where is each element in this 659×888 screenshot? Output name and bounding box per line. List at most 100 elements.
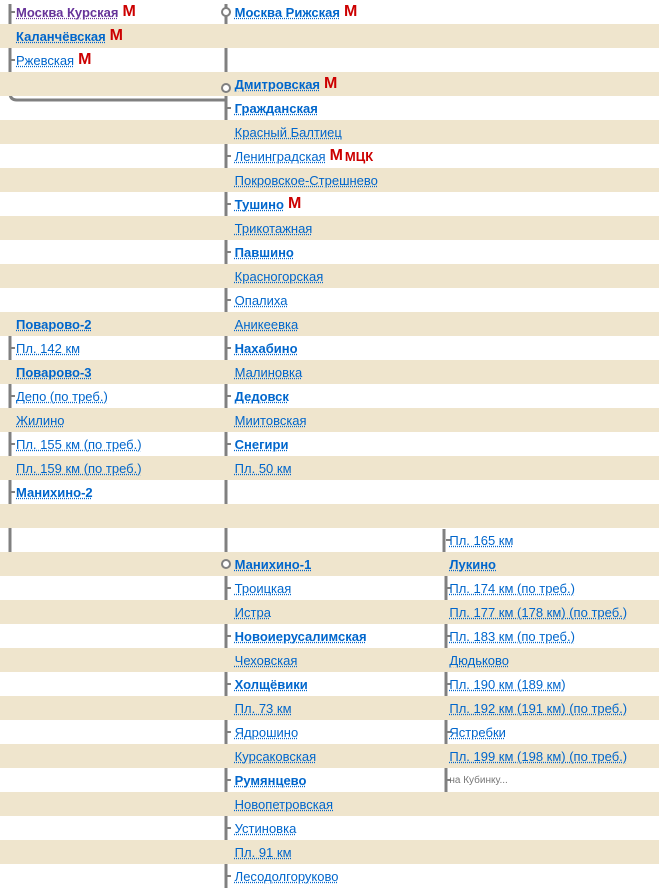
- station-row: Манихино-2: [0, 480, 659, 504]
- station-cell: Гражданская: [225, 96, 440, 120]
- metro-icon: M: [110, 27, 123, 45]
- station-link[interactable]: Пл. 165 км: [449, 533, 513, 548]
- station-link[interactable]: Гражданская: [235, 101, 318, 116]
- station-link[interactable]: Покровское-Стрешнево: [235, 173, 378, 188]
- station-cell: Дедовск: [225, 384, 440, 408]
- station-cell: Пл. 50 км: [225, 456, 440, 480]
- station-cell: [439, 144, 659, 168]
- station-link[interactable]: Холщёвики: [235, 677, 308, 692]
- station-link[interactable]: Чеховская: [235, 653, 298, 668]
- station-link[interactable]: Лесодолгоруково: [235, 869, 339, 884]
- station-cell: [0, 696, 225, 720]
- station-link[interactable]: Пл. 155 км (по треб.): [16, 437, 142, 452]
- station-link[interactable]: Манихино-2: [16, 485, 93, 500]
- route-note: на Кубинку...: [449, 775, 507, 786]
- station-cell: [0, 744, 225, 768]
- station-link[interactable]: Аникеевка: [235, 317, 299, 332]
- station-link[interactable]: Пл. 192 км (191 км) (по треб.): [449, 701, 627, 716]
- station-link[interactable]: Трикотажная: [235, 221, 313, 236]
- station-row: Чеховская Дюдьково: [0, 648, 659, 672]
- station-link[interactable]: Ленинградская: [235, 149, 326, 164]
- station-link[interactable]: Дюдьково: [449, 653, 509, 668]
- station-link[interactable]: Москва Курская: [16, 5, 118, 20]
- station-cell: [439, 864, 659, 888]
- station-cell: Лесодолгоруково: [225, 864, 440, 888]
- station-link[interactable]: Пл. 142 км: [16, 341, 80, 356]
- station-link[interactable]: Манихино-1: [235, 557, 312, 572]
- station-link[interactable]: Красный Балтиец: [235, 125, 342, 140]
- station-cell: [439, 816, 659, 840]
- station-cell: Устиновка: [225, 816, 440, 840]
- station-row: ТушиноM: [0, 192, 659, 216]
- station-link[interactable]: Нахабино: [235, 341, 298, 356]
- station-row: Истра Пл. 177 км (178 км) (по треб.): [0, 600, 659, 624]
- station-link[interactable]: Дмитровская: [235, 77, 320, 92]
- station-link[interactable]: Троицкая: [235, 581, 292, 596]
- station-link[interactable]: Ядрошино: [235, 725, 299, 740]
- station-cell: Малиновка: [225, 360, 440, 384]
- station-cell: [0, 264, 225, 288]
- station-row: Лесодолгоруково: [0, 864, 659, 888]
- station-link[interactable]: Депо (по треб.): [16, 389, 108, 404]
- station-row: Пл. 73 км Пл. 192 км (191 км) (по треб.): [0, 696, 659, 720]
- station-cell: Пл. 159 км (по треб.): [0, 456, 225, 480]
- station-cell: Пл. 155 км (по треб.): [0, 432, 225, 456]
- station-link[interactable]: Малиновка: [235, 365, 303, 380]
- station-link[interactable]: Новоиерусалимская: [235, 629, 367, 644]
- station-cell: [439, 336, 659, 360]
- station-cell: ДмитровскаяM: [225, 72, 440, 96]
- station-link[interactable]: Ржевская: [16, 53, 74, 68]
- station-row: Поварово-2 Аникеевка: [0, 312, 659, 336]
- station-link[interactable]: Миитовская: [235, 413, 307, 428]
- station-link[interactable]: Опалиха: [235, 293, 288, 308]
- station-link[interactable]: Каланчёвская: [16, 29, 106, 44]
- station-cell: Трикотажная: [225, 216, 440, 240]
- station-cell: [439, 240, 659, 264]
- station-link[interactable]: Пл. 159 км (по треб.): [16, 461, 142, 476]
- station-cell: [225, 48, 440, 72]
- station-cell: [0, 528, 225, 552]
- station-row: Красногорская: [0, 264, 659, 288]
- station-cell: Павшино: [225, 240, 440, 264]
- station-link[interactable]: Пл. 183 км (по треб.): [449, 629, 575, 644]
- station-link[interactable]: Истра: [235, 605, 271, 620]
- station-link[interactable]: Поварово-2: [16, 317, 92, 332]
- station-link[interactable]: Красногорская: [235, 269, 324, 284]
- station-link[interactable]: Курсаковская: [235, 749, 316, 764]
- station-cell: [0, 720, 225, 744]
- station-link[interactable]: Устиновка: [235, 821, 297, 836]
- station-cell: Аникеевка: [225, 312, 440, 336]
- station-cell: Дюдьково: [439, 648, 659, 672]
- station-link[interactable]: Тушино: [235, 197, 284, 212]
- station-row: Депо (по треб.) Дедовск: [0, 384, 659, 408]
- station-link[interactable]: Москва Рижская: [235, 5, 340, 20]
- station-link[interactable]: Пл. 190 км (189 км): [449, 677, 565, 692]
- station-link[interactable]: Ястребки: [449, 725, 506, 740]
- station-cell: Пл. 177 км (178 км) (по треб.): [439, 600, 659, 624]
- station-link[interactable]: Новопетровская: [235, 797, 333, 812]
- station-link[interactable]: Пл. 50 км: [235, 461, 292, 476]
- station-link[interactable]: Пл. 73 км: [235, 701, 292, 716]
- station-cell: [439, 360, 659, 384]
- station-link[interactable]: Лукино: [449, 557, 496, 572]
- station-link[interactable]: Пл. 199 км (198 км) (по треб.): [449, 749, 627, 764]
- station-row: ЛенинградскаяMМЦК: [0, 144, 659, 168]
- station-row: ДмитровскаяM: [0, 72, 659, 96]
- station-cell: [225, 24, 440, 48]
- station-cell: Красный Балтиец: [225, 120, 440, 144]
- station-row: Гражданская: [0, 96, 659, 120]
- station-link[interactable]: Пл. 174 км (по треб.): [449, 581, 575, 596]
- station-link[interactable]: Жилино: [16, 413, 65, 428]
- station-cell: Новопетровская: [225, 792, 440, 816]
- metro-icon: M: [330, 147, 343, 165]
- station-link[interactable]: Поварово-3: [16, 365, 92, 380]
- station-link[interactable]: Румянцево: [235, 773, 307, 788]
- station-link[interactable]: Пл. 177 км (178 км) (по треб.): [449, 605, 627, 620]
- station-link[interactable]: Снегири: [235, 437, 289, 452]
- station-row: Пл. 155 км (по треб.) Снегири: [0, 432, 659, 456]
- station-link[interactable]: Дедовск: [235, 389, 289, 404]
- station-link[interactable]: Павшино: [235, 245, 294, 260]
- station-row: Трикотажная: [0, 216, 659, 240]
- station-cell: [0, 168, 225, 192]
- station-link[interactable]: Пл. 91 км: [235, 845, 292, 860]
